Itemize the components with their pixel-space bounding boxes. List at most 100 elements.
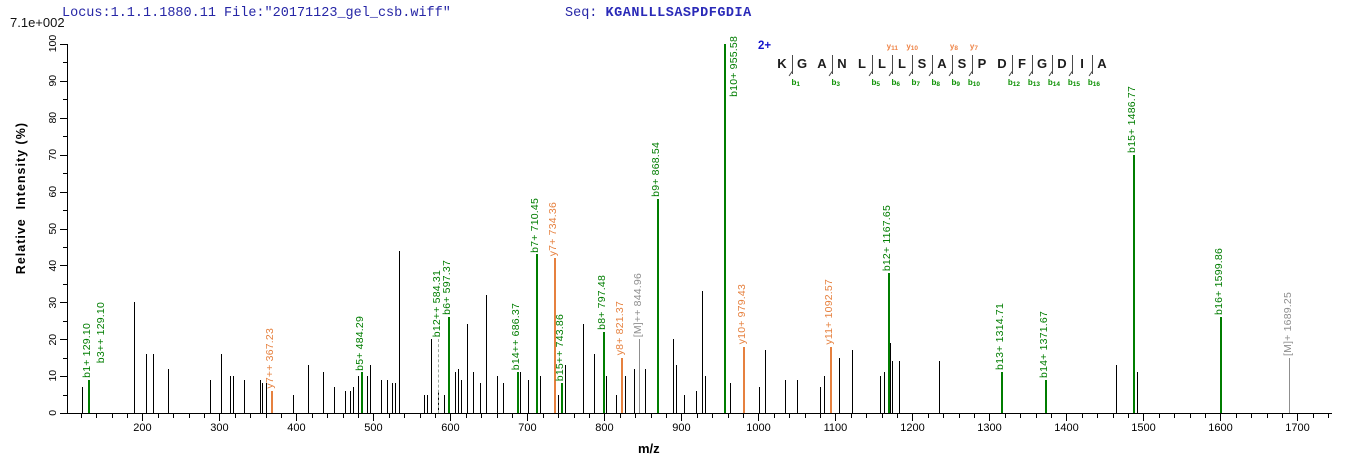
- y-tick: [60, 413, 67, 414]
- y-axis-line: [67, 44, 68, 414]
- peak-line: [759, 387, 761, 413]
- y-tick: [63, 210, 67, 212]
- peak-line: [423, 394, 425, 413]
- x-tick: [1020, 414, 1022, 418]
- residue-letter: A: [1097, 56, 1107, 71]
- x-tick: [573, 414, 575, 418]
- peak-line: [349, 390, 351, 413]
- annotated-peak-line: [361, 372, 364, 413]
- x-tick: [127, 414, 129, 418]
- x-tick-label: 1500: [1131, 422, 1156, 434]
- b-ion-label: b1: [791, 78, 800, 88]
- residue-letter: I: [1080, 56, 1084, 71]
- peak-line: [820, 387, 822, 413]
- x-tick: [373, 414, 375, 421]
- x-tick-label: 500: [364, 422, 383, 434]
- peak-line: [398, 250, 400, 414]
- residue-letter: D: [1057, 56, 1067, 71]
- x-tick: [989, 414, 991, 421]
- y-tick: [60, 302, 67, 304]
- x-tick: [1220, 414, 1222, 421]
- fragment-cut-mark: [972, 55, 973, 74]
- peak-line: [496, 376, 498, 413]
- peak-line: [676, 365, 678, 414]
- x-tick-label: 1300: [977, 422, 1002, 434]
- annotated-peak-line: [1000, 372, 1003, 413]
- x-axis-line: [67, 413, 1333, 414]
- peak-label: [M]+ 1689.25: [1282, 291, 1295, 356]
- peak-line: [381, 379, 383, 413]
- peak-line: [455, 372, 457, 413]
- x-tick: [1266, 414, 1268, 418]
- peak-line: [539, 376, 541, 413]
- y-tick-label: 0: [47, 410, 59, 416]
- x-tick: [142, 414, 144, 421]
- annotated-peak-line: [517, 372, 519, 413]
- x-tick: [527, 414, 529, 421]
- residue-P11: P: [972, 56, 992, 74]
- x-tick: [881, 414, 883, 418]
- peak-line: [939, 361, 941, 414]
- annotated-peak-line: [1133, 154, 1136, 413]
- annotated-peak-line: [657, 198, 660, 413]
- x-tick: [1051, 414, 1053, 418]
- x-tick: [635, 414, 637, 418]
- peak-line: [633, 368, 635, 414]
- peak-line: [358, 376, 360, 413]
- residue-letter: F: [1018, 56, 1026, 71]
- y-tick: [63, 283, 67, 285]
- x-tick: [1312, 414, 1314, 418]
- peak-line: [1115, 365, 1117, 414]
- peak-label: b7+ 710.45: [528, 197, 541, 253]
- peak-line: [145, 353, 147, 413]
- fragment-cut-mark: [932, 55, 933, 74]
- peak-line: [221, 353, 222, 413]
- peak-line: [460, 379, 462, 413]
- x-tick: [681, 414, 683, 421]
- peak-label: [M]++ 844.96: [632, 272, 645, 338]
- x-tick-label: 300: [210, 422, 229, 434]
- plot-area[interactable]: [67, 44, 1332, 413]
- x-tick: [758, 414, 760, 421]
- x-tick: [542, 414, 544, 418]
- b-ion-label: b3: [831, 78, 840, 88]
- peak-line: [606, 376, 607, 413]
- x-tick: [450, 414, 452, 421]
- peak-line: [467, 324, 469, 414]
- peak-line: [261, 383, 263, 413]
- peak-line: [502, 383, 504, 413]
- fragment-cut-mark: [1072, 55, 1073, 74]
- peak-line: [395, 383, 396, 413]
- peak-line: [673, 339, 674, 413]
- x-tick: [419, 414, 421, 418]
- peak-line: [427, 394, 429, 413]
- peak-line: [308, 365, 309, 414]
- peak-line: [890, 342, 892, 413]
- y-tick: [60, 376, 67, 378]
- peak-line: [519, 372, 521, 413]
- b-ion-label: b7: [911, 78, 920, 88]
- peak-label: y11+ 1092.57: [822, 279, 835, 345]
- y-tick: [63, 357, 67, 359]
- fragment-cut-mark: [792, 55, 793, 74]
- fragment-cut-mark: [952, 55, 953, 74]
- y-ion-label: y8: [949, 42, 958, 52]
- fragment-cut-mark: [832, 55, 833, 74]
- x-tick: [897, 414, 899, 418]
- x-tick: [234, 414, 236, 418]
- peak-label: b10+ 955.58: [728, 36, 741, 98]
- peak-line: [431, 339, 433, 413]
- residue-A17: A: [1092, 56, 1112, 74]
- x-tick: [465, 414, 467, 418]
- peak-label: b13+ 1314.71: [993, 303, 1006, 371]
- residue-letter: D: [997, 56, 1007, 71]
- y-tick-label: 100: [47, 35, 59, 53]
- peak-label: b15++ 743.86: [554, 314, 567, 382]
- peak-line: [323, 372, 325, 413]
